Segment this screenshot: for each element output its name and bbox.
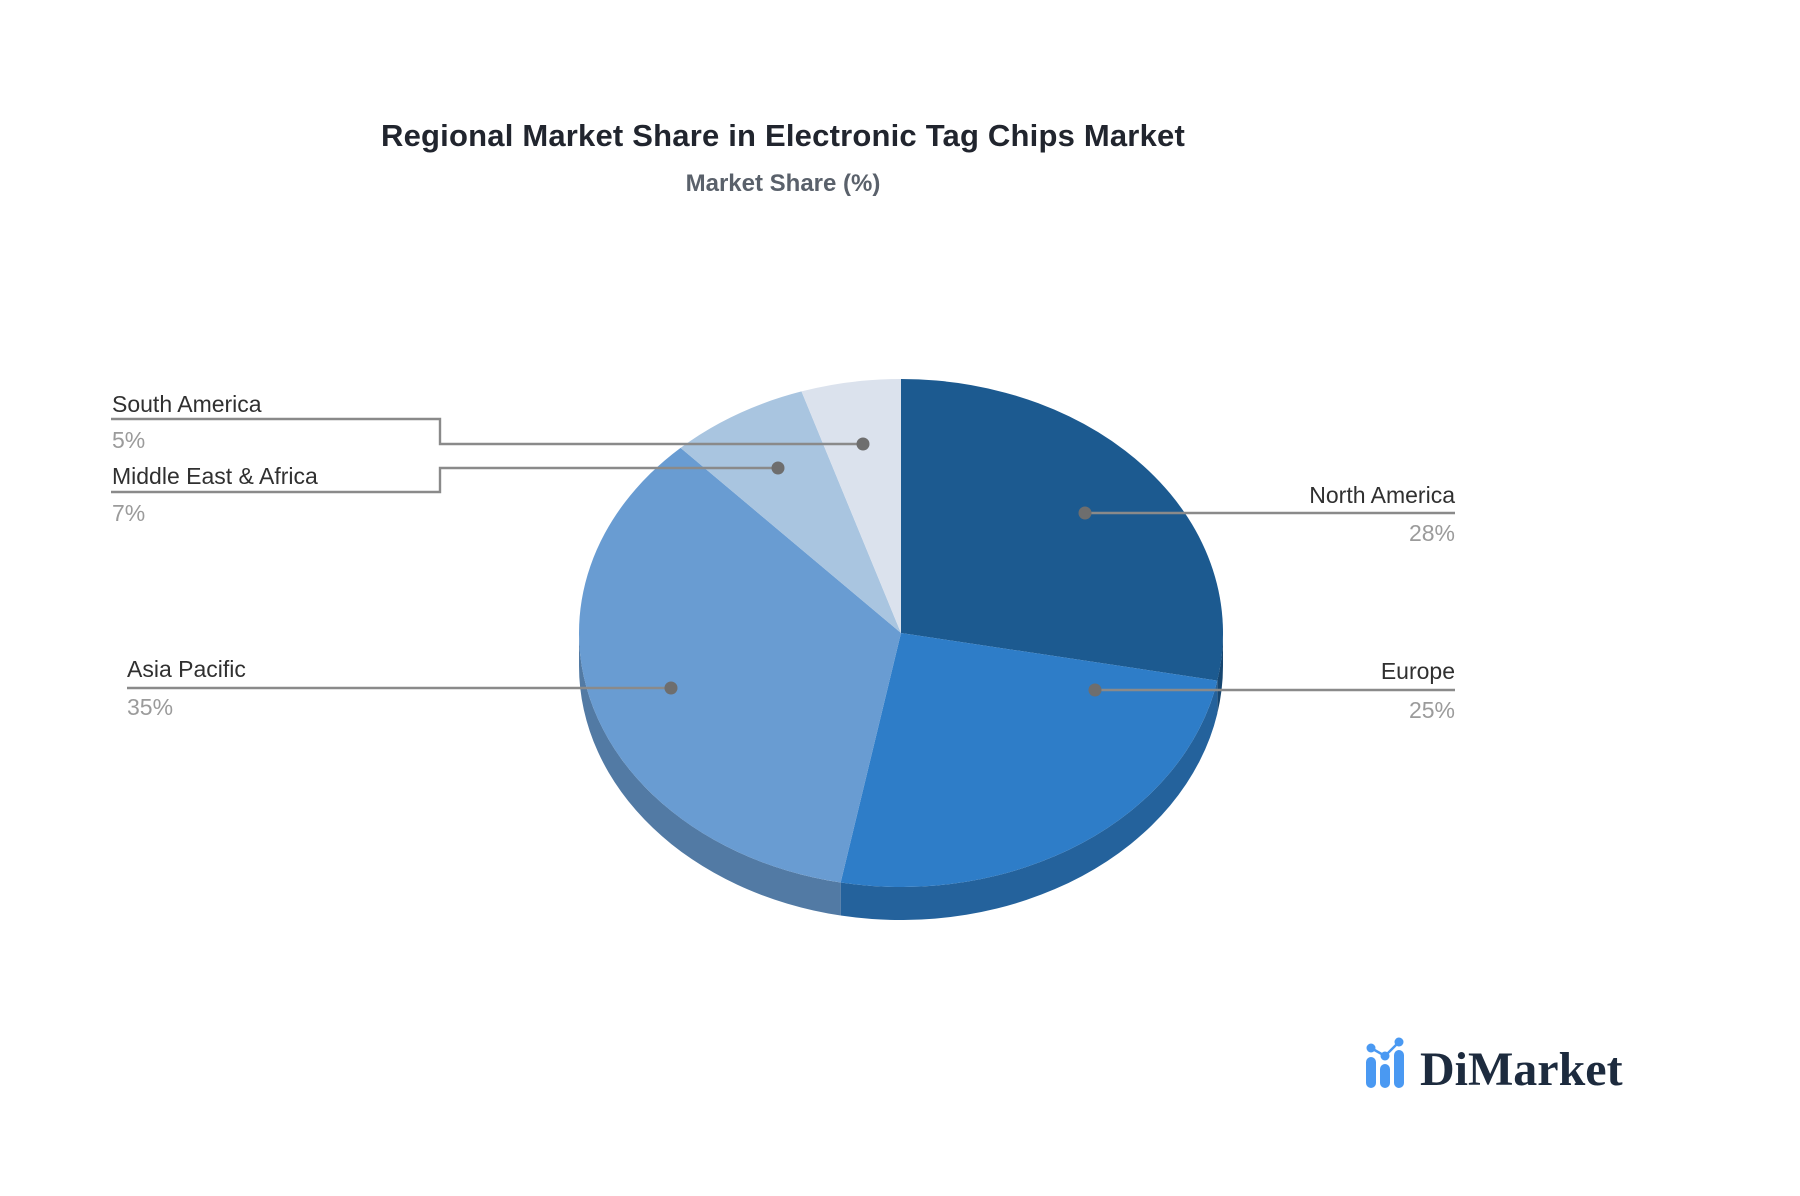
callout-dot-north-america (1078, 506, 1092, 520)
callout-dot-middle-east-africa (771, 461, 785, 475)
pie-slice-north-america[interactable] (901, 379, 1224, 681)
callout-label-south-america: South America (112, 391, 262, 417)
callout-label-asia-pacific: Asia Pacific (127, 656, 246, 682)
callout-value-europe: 25% (1408, 697, 1455, 723)
pie-slice-europe[interactable] (840, 633, 1218, 887)
chart-title: Regional Market Share in Electronic Tag … (381, 118, 1185, 153)
logo-text: DiMarket (1420, 1043, 1623, 1096)
callout-label-north-america: North America (1309, 482, 1455, 508)
pie-slice-side-europe (840, 680, 1218, 920)
callout-dot-south-america (856, 437, 870, 451)
chart-subtitle: Market Share (%) (685, 170, 881, 197)
bar-chart-logo-icon (1366, 1037, 1404, 1088)
callout-value-south-america: 5% (112, 427, 146, 453)
callout-line-middle-east-africa (111, 466, 778, 494)
pie-slice-south-america[interactable] (801, 379, 902, 633)
callout-line-south-america (111, 417, 863, 446)
callout-dot-asia-pacific (664, 681, 678, 695)
callout-label-europe: Europe (1380, 658, 1455, 684)
pie-slice-side-north-america (1217, 633, 1223, 714)
callout-value-asia-pacific: 35% (127, 694, 174, 720)
pie-slice-asia-pacific[interactable] (579, 447, 901, 883)
callout-label-middle-east-africa: Middle East & Africa (112, 463, 318, 489)
pie-slice-side-asia-pacific (579, 633, 841, 916)
callout-dot-europe (1088, 683, 1102, 697)
callout-value-north-america: 28% (1408, 520, 1455, 546)
pie-slice-middle-east-africa[interactable] (680, 391, 901, 633)
callout-value-middle-east-africa: 7% (112, 500, 146, 526)
